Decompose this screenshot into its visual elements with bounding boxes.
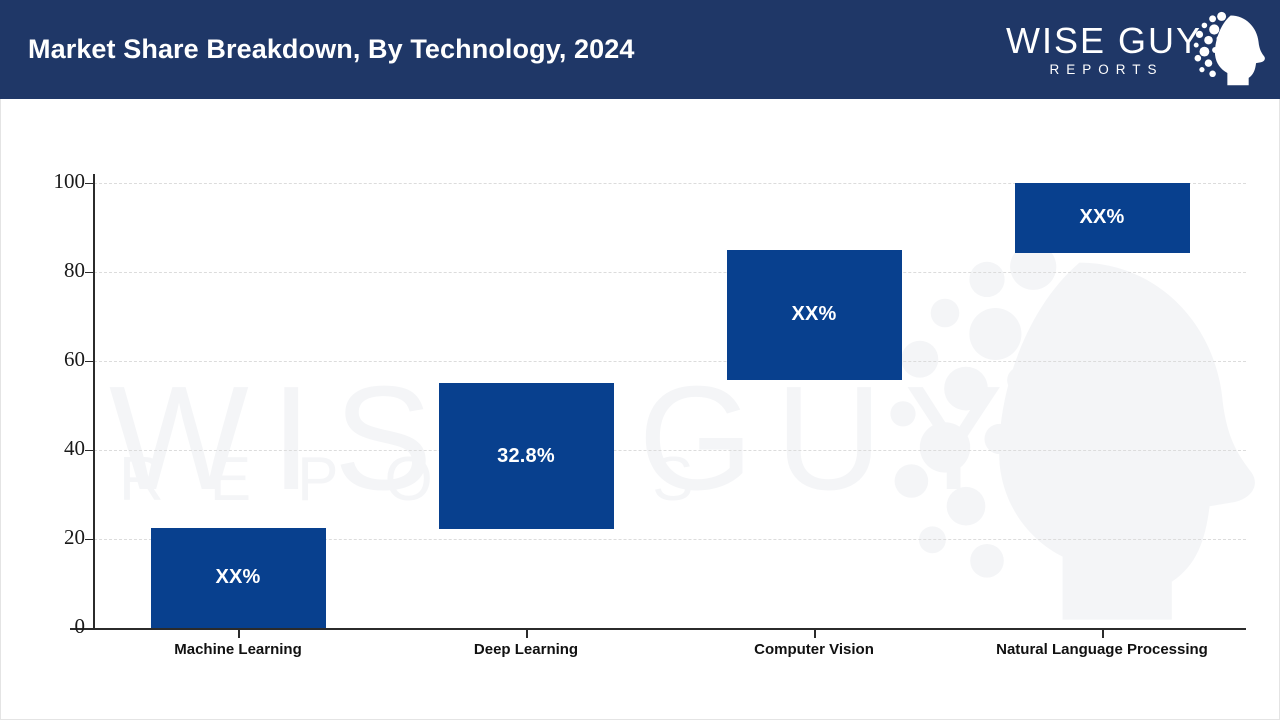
y-axis-ticks-group: 0 20 40 60 80 100 (1, 99, 94, 719)
logo-wordmark: WISE GUY REPORTS (1005, 19, 1202, 77)
y-axis-tick-mark (85, 272, 94, 274)
gridline (94, 539, 1246, 540)
x-axis-tick-mark (526, 629, 528, 638)
bar-value-label: XX% (791, 303, 837, 326)
gridline (94, 361, 1246, 362)
y-axis-tick-label: 80 (64, 258, 85, 282)
bar-value-label: 32.8% (497, 444, 555, 467)
brand-logo: WISE GUY REPORTS (1006, 0, 1280, 99)
x-axis-category-label: Computer Vision (754, 641, 874, 658)
page-title: Market Share Breakdown, By Technology, 2… (28, 34, 635, 64)
y-axis-tick-label: 100 (53, 169, 86, 193)
y-axis-tick-mark (85, 450, 94, 452)
y-axis-tick-label: 40 (64, 436, 85, 460)
x-axis-tick-mark (1102, 629, 1104, 638)
y-axis-tick-label: 20 (64, 525, 85, 549)
gridline (94, 183, 1246, 184)
bar-3[interactable]: XX% (726, 249, 902, 381)
bar-1[interactable]: XX% (150, 527, 326, 628)
bar-4[interactable]: XX% (1014, 183, 1190, 253)
y-axis-tick-mark (85, 361, 94, 363)
gridline (94, 272, 1246, 273)
head-profile-dots-icon (1193, 11, 1265, 85)
y-axis-tick-mark (85, 183, 94, 185)
x-axis-line (70, 628, 1246, 630)
y-axis-line (93, 174, 95, 629)
page-header: Market Share Breakdown, By Technology, 2… (0, 0, 1280, 99)
x-axis-category-label: Deep Learning (473, 641, 579, 658)
plot-area: 0 20 40 60 80 100 XX% 32.8% XX% XX% Machine Lear… (1, 99, 1279, 719)
bar-value-label: XX% (1079, 206, 1125, 229)
y-axis-tick-label: 0 (74, 614, 86, 638)
y-axis-tick-label: 60 (64, 347, 85, 371)
bar-2[interactable]: 32.8% (438, 383, 614, 530)
chart-canvas: WISE GUY REPORTS (0, 99, 1280, 720)
x-axis-tick-mark (814, 629, 816, 638)
y-axis-tick-mark (85, 539, 94, 541)
bar-value-label: XX% (215, 566, 261, 589)
x-axis-tick-mark (238, 629, 240, 638)
logo-sub-text: REPORTS (1049, 61, 1164, 77)
y-axis-tick-mark (85, 628, 94, 630)
x-axis-category-label: Natural Language Processing (996, 641, 1208, 658)
x-axis-category-label: Machine Learning (174, 641, 302, 658)
gridline (94, 450, 1246, 451)
logo-main-text: WISE GUY (1005, 19, 1202, 61)
